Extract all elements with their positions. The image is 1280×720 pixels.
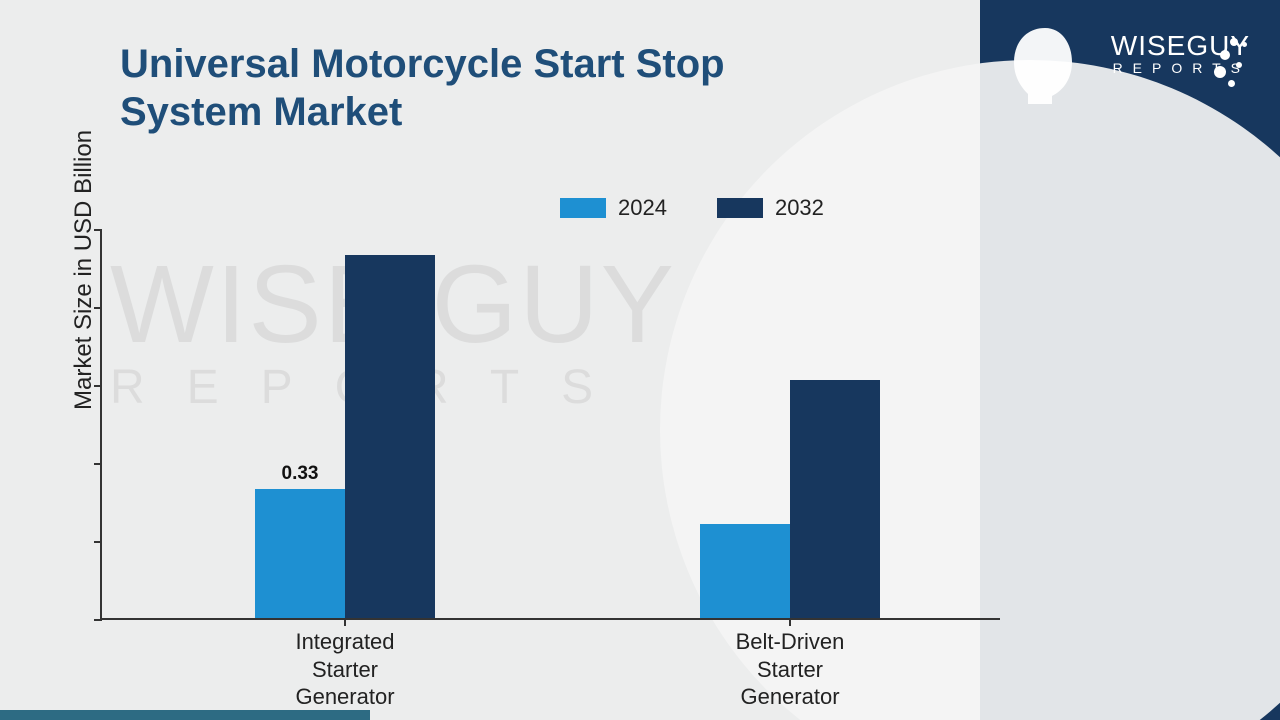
bottom-accent-bar — [0, 710, 370, 720]
chart-title: Universal Motorcycle Start Stop System M… — [120, 40, 840, 136]
brand-head-icon — [1010, 26, 1080, 106]
legend-label-2024: 2024 — [618, 195, 667, 221]
category-label: IntegratedStarterGenerator — [255, 628, 435, 711]
y-tick — [94, 463, 102, 465]
plot-area: IntegratedStarterGenerator0.33Belt-Drive… — [100, 230, 1000, 620]
legend-swatch-2024 — [560, 198, 606, 218]
brand-dots-icon — [1190, 32, 1250, 102]
y-axis — [100, 230, 102, 620]
legend-swatch-2032 — [717, 198, 763, 218]
legend-label-2032: 2032 — [775, 195, 824, 221]
category-label: Belt-DrivenStarterGenerator — [700, 628, 880, 711]
x-axis — [100, 618, 1000, 620]
x-tick — [344, 618, 346, 626]
y-tick — [94, 229, 102, 231]
bar-2032 — [790, 380, 880, 618]
bar-2032 — [345, 255, 435, 618]
y-axis-label: Market Size in USD Billion — [70, 130, 98, 410]
y-tick — [94, 619, 102, 621]
legend: 2024 2032 — [560, 195, 824, 221]
bar-2024 — [255, 489, 345, 618]
y-tick — [94, 307, 102, 309]
chart-canvas: WISE GUY REPORTS Universal Motorcycle St… — [0, 0, 1280, 720]
y-tick — [94, 385, 102, 387]
legend-item-2024: 2024 — [560, 195, 667, 221]
y-tick — [94, 541, 102, 543]
bar-2024 — [700, 524, 790, 618]
x-tick — [789, 618, 791, 626]
legend-item-2032: 2032 — [717, 195, 824, 221]
bar-value-label: 0.33 — [282, 463, 319, 485]
